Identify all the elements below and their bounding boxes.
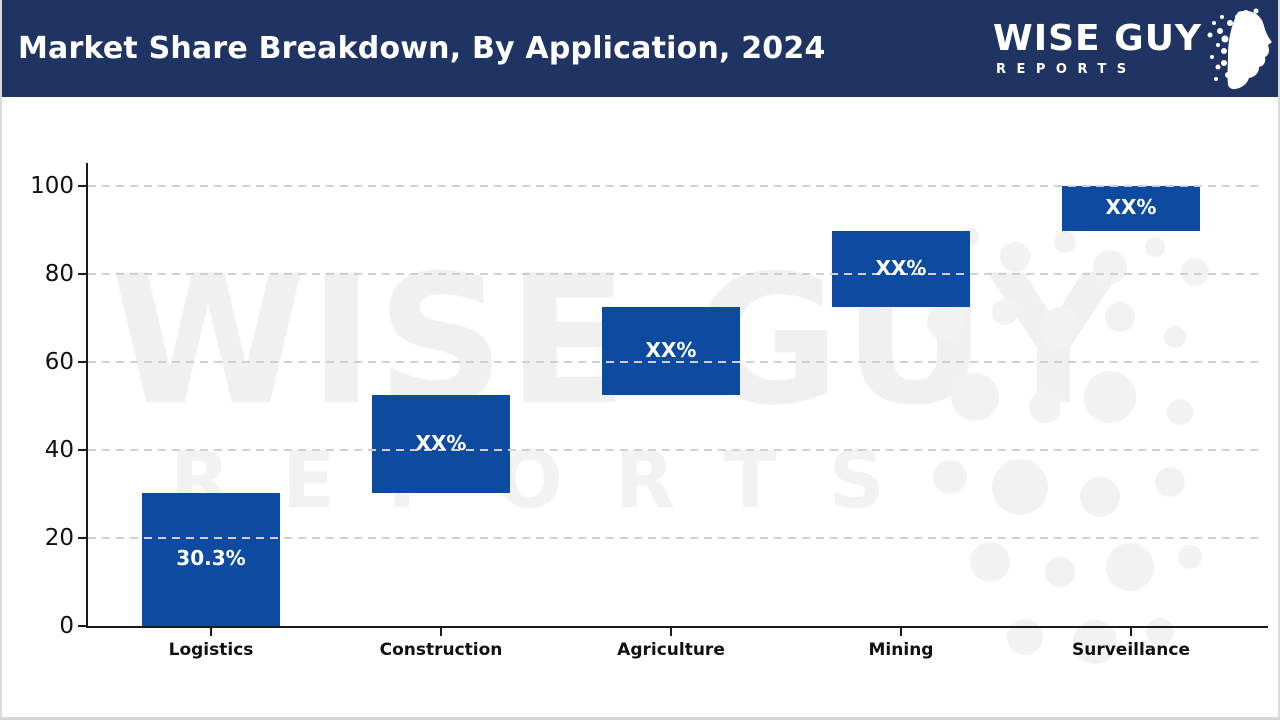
gridline-y40: [88, 449, 1262, 451]
y-tick-label-100: 100: [30, 173, 74, 199]
y-tick-label-80: 80: [44, 261, 74, 287]
y-axis-line: [86, 163, 88, 628]
brand-subtitle: REPORTS: [995, 61, 1137, 77]
x-category-label: Logistics: [168, 640, 254, 660]
x-category-label: Construction: [379, 640, 503, 660]
chart-bar-logistics: [142, 492, 280, 626]
x-tick-1: [440, 628, 442, 636]
y-tick-80: [78, 273, 86, 275]
x-tick-4: [1130, 628, 1132, 636]
gridline-y20: [88, 537, 1262, 539]
chart-bar-construction: [372, 395, 510, 493]
watermark-subtext: REPORTS: [170, 436, 937, 526]
chart-bar-surveillance: [1062, 186, 1200, 231]
x-tick-2: [670, 628, 672, 636]
gridline-y60: [88, 361, 1262, 363]
x-category-label: Mining: [868, 640, 934, 660]
page-title: Market Share Breakdown, By Application, …: [18, 31, 826, 66]
brand-name: WISE GUY: [992, 17, 1202, 59]
logo-head-icon: [1207, 8, 1272, 89]
y-tick-0: [78, 625, 86, 627]
x-category-label: Agriculture: [617, 640, 725, 660]
y-tick-100: [78, 185, 86, 187]
y-tick-40: [78, 449, 86, 451]
y-tick-label-60: 60: [44, 349, 74, 375]
header-bar: Market Share Breakdown, By Application, …: [0, 0, 1280, 97]
y-tick-label-40: 40: [44, 437, 74, 463]
bar-value-label: XX%: [1105, 195, 1157, 220]
brand-logo-text: WISE GUY REPORTS: [992, 17, 1202, 77]
chart-bar-agriculture: [602, 307, 740, 395]
y-tick-20: [78, 537, 86, 539]
chart-bar-mining: [832, 230, 970, 307]
y-tick-60: [78, 361, 86, 363]
x-category-label: Surveillance: [1071, 640, 1190, 660]
gridline-y100: [88, 185, 1262, 187]
y-tick-label-0: 0: [59, 613, 74, 639]
bar-value-label: XX%: [415, 430, 467, 455]
y-tick-label-20: 20: [44, 525, 74, 551]
bar-value-label: 30.3%: [176, 546, 246, 571]
x-tick-0: [210, 628, 212, 636]
x-tick-3: [900, 628, 902, 636]
x-axis-line: [86, 626, 1268, 628]
bar-value-label: XX%: [875, 255, 927, 280]
gridline-y80: [88, 273, 1262, 275]
brand-logo: WISE GUY REPORTS: [993, 0, 1274, 97]
bar-value-label: XX%: [645, 338, 697, 362]
